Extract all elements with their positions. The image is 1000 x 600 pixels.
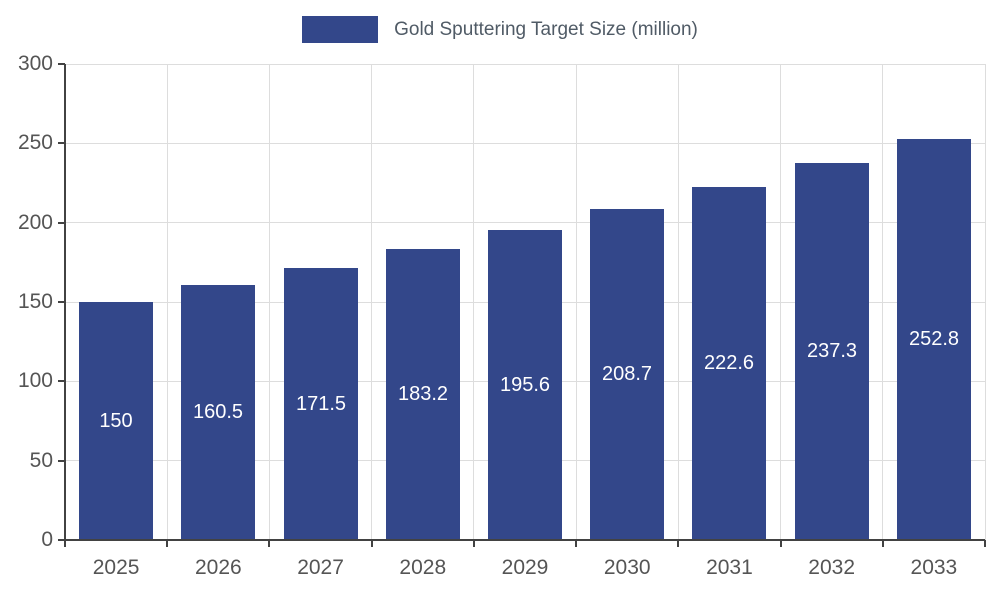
bar-2033: 252.8 [897, 139, 971, 540]
bar-2029: 195.6 [488, 230, 562, 540]
y-tick-label: 0 [41, 528, 53, 551]
y-tick-label: 50 [29, 448, 53, 472]
legend-label: Gold Sputtering Target Size (million) [394, 18, 698, 40]
x-axis-line [65, 539, 985, 541]
legend-swatch [302, 16, 379, 43]
bar-2028: 183.2 [386, 249, 460, 540]
bar-value-label: 208.7 [601, 363, 653, 385]
bar-value-label: 160.5 [192, 401, 244, 423]
y-tick-mark [58, 539, 65, 541]
x-tick-label-2027: 2027 [297, 556, 344, 579]
x-gridline [166, 64, 168, 540]
y-tick-label: 250 [17, 131, 53, 155]
x-tick-mark [472, 540, 475, 547]
y-tick-mark [58, 221, 65, 224]
bar-2030: 208.7 [590, 209, 664, 540]
x-tick-label-2029: 2029 [501, 556, 549, 579]
chart-legend: Gold Sputtering Target Size (million) [0, 16, 1000, 43]
y-axis-line [64, 64, 66, 540]
bar-value-label: 171.5 [295, 392, 347, 415]
y-tick-mark [58, 380, 65, 383]
x-gridline [371, 64, 373, 540]
y-tick-mark [58, 301, 65, 303]
x-tick-mark [575, 540, 578, 547]
x-tick-mark [166, 540, 169, 547]
y-tick-label: 150 [17, 290, 53, 313]
bar-value-label: 183.2 [397, 383, 449, 405]
x-tick-label-2031: 2031 [706, 556, 753, 579]
x-gridline [780, 64, 782, 540]
y-tick-label: 200 [17, 210, 53, 234]
y-gridline [65, 63, 985, 65]
bar-2032: 237.3 [795, 163, 869, 540]
bar-2025: 150 [79, 302, 153, 540]
bar-2031: 222.6 [692, 187, 766, 540]
x-tick-label-2026: 2026 [194, 556, 242, 579]
y-gridline [65, 222, 985, 224]
bar-value-label: 222.6 [703, 352, 755, 374]
bar-value-label: 252.8 [908, 328, 960, 350]
y-tick-mark [58, 142, 65, 145]
x-tick-mark [677, 540, 680, 547]
y-gridline [65, 142, 985, 144]
y-tick-mark [58, 459, 65, 462]
x-tick-mark [779, 540, 782, 547]
bar-2027: 171.5 [284, 268, 358, 540]
x-tick-mark [268, 540, 271, 547]
x-tick-mark [64, 540, 66, 547]
x-tick-mark [370, 540, 373, 547]
x-tick-mark [881, 540, 884, 547]
bar-value-label: 195.6 [499, 373, 551, 396]
y-tick-label: 300 [17, 52, 53, 75]
x-tick-label-2032: 2032 [808, 556, 856, 579]
x-gridline [575, 64, 577, 540]
x-tick-label-2030: 2030 [603, 556, 651, 579]
y-tick-mark [58, 63, 65, 65]
x-gridline [677, 64, 679, 540]
x-tick-label-2028: 2028 [399, 556, 447, 579]
y-tick-label: 100 [17, 369, 53, 393]
x-gridline [268, 64, 270, 540]
x-tick-mark [984, 540, 986, 547]
x-gridline [473, 64, 475, 540]
bar-2026: 160.5 [181, 285, 255, 540]
bar-value-label: 150 [99, 409, 133, 432]
x-gridline [984, 64, 986, 540]
x-gridline [882, 64, 884, 540]
x-tick-label-2033: 2033 [910, 556, 958, 579]
bar-value-label: 237.3 [806, 340, 858, 362]
x-tick-label-2025: 2025 [92, 556, 140, 579]
